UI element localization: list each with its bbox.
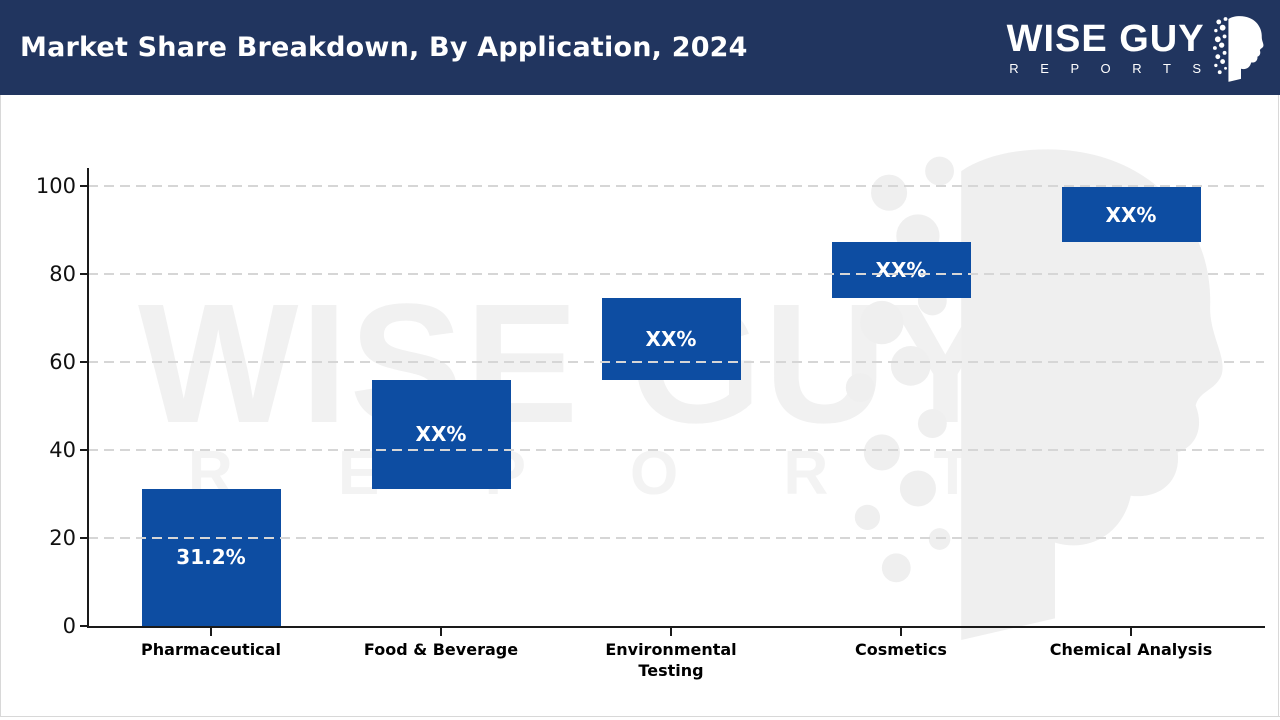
waterfall-bar: XX% (371, 379, 511, 489)
y-axis-spine (87, 168, 89, 628)
y-axis-tick (80, 537, 88, 539)
page-title: Market Share Breakdown, By Application, … (20, 32, 748, 63)
watermark-wordmark: WISE GUY (138, 269, 1005, 459)
x-axis-label: Chemical Analysis (1049, 640, 1213, 659)
brand-wordmark-line2: R E P O R T S (1009, 60, 1210, 76)
bar-value-label: XX% (875, 258, 927, 283)
x-axis-tick (440, 628, 442, 636)
bar-value-label: 31.2% (176, 545, 246, 570)
grid-line (88, 185, 1264, 187)
waterfall-bar: XX% (831, 242, 971, 298)
y-axis-tick-label: 0 (62, 614, 76, 638)
y-axis-tick (80, 361, 88, 363)
y-axis-tick (80, 185, 88, 187)
y-axis-tick-label: 60 (49, 350, 76, 374)
right-edge-rule (1278, 95, 1279, 717)
x-axis-tick (210, 628, 212, 636)
y-axis-tick-label: 100 (35, 174, 76, 198)
brand-wordmark: WISE GUY R E P O R T S (1001, 18, 1210, 76)
grid-line (88, 361, 1264, 363)
y-axis-tick (80, 449, 88, 451)
x-axis-tick (1130, 628, 1132, 636)
waterfall-bar: XX% (601, 297, 741, 380)
watermark-head-icon (835, 135, 1275, 640)
x-axis-tick (670, 628, 672, 636)
bar-value-label: XX% (415, 422, 467, 447)
x-axis-label: Food & Beverage (363, 640, 519, 659)
header-band: Market Share Breakdown, By Application, … (0, 0, 1280, 95)
brand-logo: WISE GUY R E P O R T S (1001, 4, 1270, 92)
x-axis-label: Pharmaceutical (141, 640, 281, 659)
y-axis-tick-label: 40 (49, 438, 76, 462)
bottom-edge-rule (0, 716, 1280, 717)
y-axis-tick-label: 20 (49, 526, 76, 550)
y-axis-tick (80, 273, 88, 275)
waterfall-bar: 31.2% (141, 488, 281, 626)
bar-value-label: XX% (645, 326, 697, 351)
x-axis-label: Cosmetics (855, 640, 947, 659)
waterfall-bar: XX% (1061, 186, 1201, 243)
grid-line (88, 273, 1264, 275)
dotted-head-logo-icon (1212, 10, 1270, 86)
y-axis-tick-label: 80 (49, 262, 76, 286)
x-axis-label: Environmental Testing (605, 640, 737, 680)
x-axis-spine (87, 626, 1265, 628)
grid-line (88, 537, 1264, 539)
grid-line (88, 449, 1264, 451)
left-edge-rule (0, 95, 1, 717)
brand-wordmark-line1: WISE GUY (1006, 18, 1205, 61)
bar-value-label: XX% (1105, 202, 1157, 227)
y-axis-tick (80, 625, 88, 627)
x-axis-tick (900, 628, 902, 636)
